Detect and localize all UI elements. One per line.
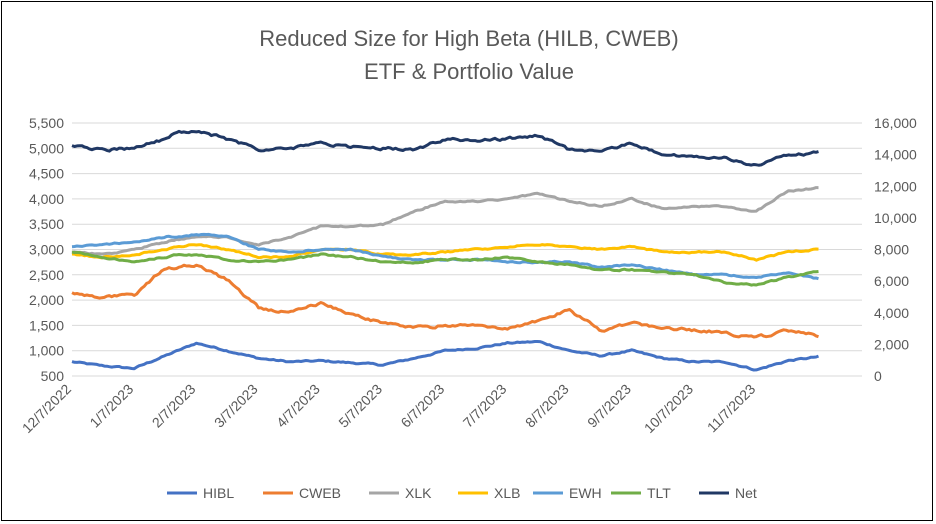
y-left-tick-label: 2,000 xyxy=(29,292,64,308)
y-right-tick-label: 10,000 xyxy=(874,210,917,226)
y-right-tick-label: 8,000 xyxy=(874,242,909,258)
series-line-xlb xyxy=(71,243,819,262)
x-tick-label: 6/7/2023 xyxy=(397,381,447,431)
y-left-tick-label: 3,000 xyxy=(29,242,64,258)
x-tick-label: 10/7/2023 xyxy=(641,381,697,437)
y-right-tick-label: 4,000 xyxy=(874,305,909,321)
legend-label-cweb: CWEB xyxy=(299,485,341,501)
x-tick-label: 8/7/2023 xyxy=(522,381,572,431)
x-tick-label: 1/7/2023 xyxy=(86,381,136,431)
x-tick-label: 3/7/2023 xyxy=(211,381,261,431)
chart-title-line-2: ETF & Portfolio Value xyxy=(364,59,574,84)
x-tick-label: 4/7/2023 xyxy=(273,381,323,431)
y-right-axis: 0 2,000 4,000 6,000 8,000 10,000 12,000 14,000 1… xyxy=(874,115,917,384)
y-right-tick-label: 6,000 xyxy=(874,273,909,289)
x-tick-label: 7/7/2023 xyxy=(460,381,510,431)
x-tick-label: 5/7/2023 xyxy=(335,381,385,431)
legend-label-net: Net xyxy=(735,485,757,501)
y-left-axis: 500 1,000 1,500 2,000 2,500 3,000 3,500 4,000 4,… xyxy=(29,115,64,384)
x-tick-label: 9/7/2023 xyxy=(584,381,634,431)
x-tick-label: 12/7/2022 xyxy=(19,381,75,437)
legend-label-xlk: XLK xyxy=(405,485,432,501)
y-left-tick-label: 4,000 xyxy=(29,191,64,207)
legend: HIBL CWEB XLK XLB EWH TLT Net xyxy=(167,485,757,501)
y-left-tick-label: 2,500 xyxy=(29,267,64,283)
y-left-tick-label: 1,000 xyxy=(29,343,64,359)
series-line-hibl xyxy=(71,340,820,372)
series-line-cweb xyxy=(71,263,819,339)
y-left-tick-label: 500 xyxy=(41,368,65,384)
x-axis: 12/7/2022 1/7/2023 2/7/2023 3/7/2023 4/7/202… xyxy=(19,381,759,437)
series-lines xyxy=(71,129,820,372)
series-line-tlt xyxy=(71,250,819,287)
y-right-tick-label: 14,000 xyxy=(874,147,917,163)
y-right-tick-label: 0 xyxy=(874,368,882,384)
y-right-tick-label: 16,000 xyxy=(874,115,917,131)
y-left-tick-label: 5,500 xyxy=(29,115,64,131)
series-line-xlk xyxy=(71,186,819,256)
legend-label-tlt: TLT xyxy=(647,485,671,501)
y-right-tick-label: 12,000 xyxy=(874,178,917,194)
x-tick-label: 2/7/2023 xyxy=(149,381,199,431)
legend-label-xlb: XLB xyxy=(494,485,520,501)
x-tick-label: 11/7/2023 xyxy=(704,381,759,436)
y-left-tick-label: 3,500 xyxy=(29,216,64,232)
chart-title-line-1: Reduced Size for High Beta (HILB, CWEB) xyxy=(259,26,678,51)
y-left-tick-label: 5,000 xyxy=(29,140,64,156)
legend-label-ewh: EWH xyxy=(569,485,602,501)
y-left-tick-label: 4,500 xyxy=(29,166,64,182)
legend-label-hibl: HIBL xyxy=(203,485,234,501)
y-left-tick-label: 1,500 xyxy=(29,317,64,333)
y-right-tick-label: 2,000 xyxy=(874,336,909,352)
series-line-net xyxy=(71,129,819,167)
